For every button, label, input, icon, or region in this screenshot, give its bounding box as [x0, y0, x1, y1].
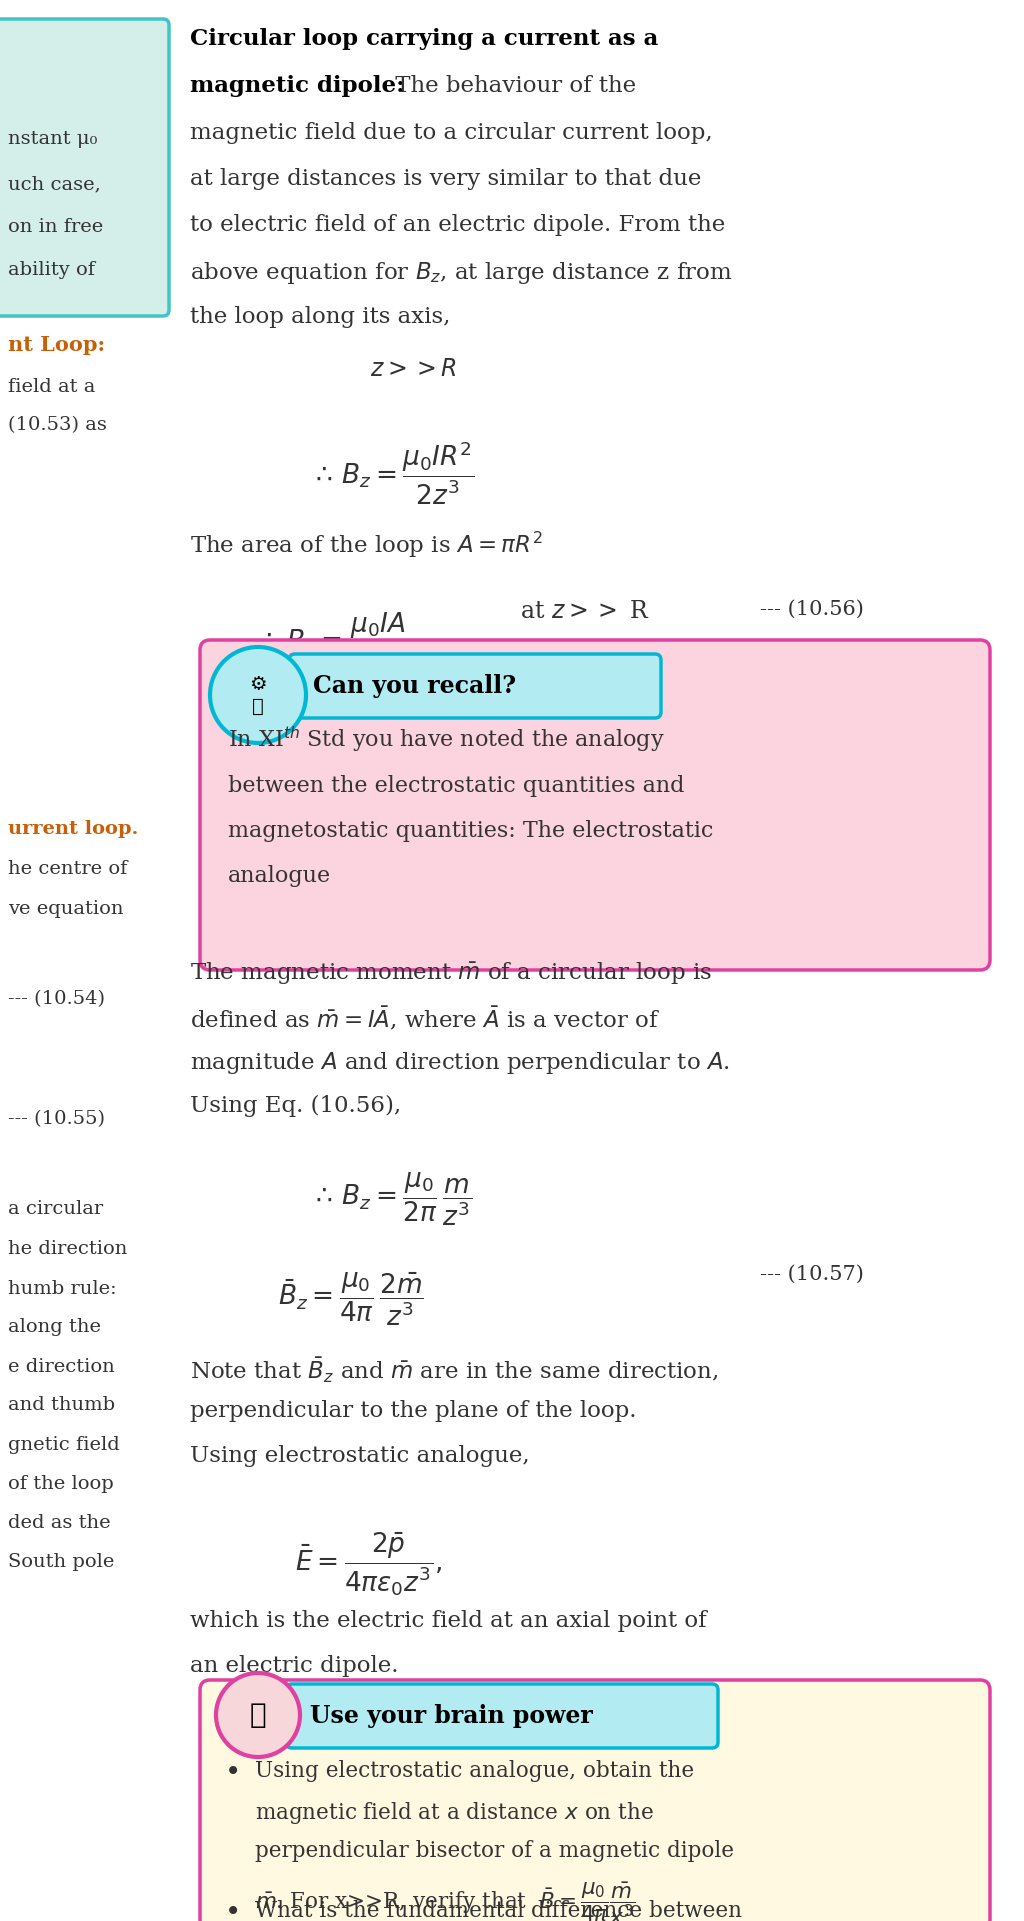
Text: The magnetic moment $\bar{m}$ of a circular loop is: The magnetic moment $\bar{m}$ of a circu… [190, 960, 712, 987]
Text: Note that $\bar{B}_z$ and $\bar{m}$ are in the same direction,: Note that $\bar{B}_z$ and $\bar{m}$ are … [190, 1354, 719, 1385]
Text: uch case,: uch case, [8, 175, 100, 192]
Text: In XI$^{th}$ Std you have noted the analogy: In XI$^{th}$ Std you have noted the anal… [228, 724, 665, 755]
Text: between the electrostatic quantities and: between the electrostatic quantities and [228, 774, 684, 797]
Text: humb rule:: humb rule: [8, 1279, 117, 1299]
Text: $\bar{m}$. For x>>R, verify that  $\bar{B} = \dfrac{\mu_0}{4\pi}\dfrac{\bar{m}}{: $\bar{m}$. For x>>R, verify that $\bar{B… [255, 1881, 636, 1921]
Text: $\therefore\, B_z = \dfrac{\mu_0}{2\pi}\, \dfrac{m}{z^3}$: $\therefore\, B_z = \dfrac{\mu_0}{2\pi}\… [310, 1170, 472, 1228]
Text: perpendicular bisector of a magnetic dipole: perpendicular bisector of a magnetic dip… [255, 1840, 734, 1861]
Text: at large distances is very similar to that due: at large distances is very similar to th… [190, 167, 701, 190]
Text: The area of the loop is $A = \pi R^2$: The area of the loop is $A = \pi R^2$ [190, 530, 543, 561]
Text: Use your brain power: Use your brain power [310, 1704, 593, 1729]
Text: on in free: on in free [8, 217, 103, 236]
Text: urrent loop.: urrent loop. [8, 820, 138, 838]
Text: gnetic field: gnetic field [8, 1437, 120, 1454]
Text: e direction: e direction [8, 1358, 115, 1375]
Text: nt Loop:: nt Loop: [8, 334, 105, 355]
FancyBboxPatch shape [200, 1681, 990, 1921]
Text: South pole: South pole [8, 1552, 115, 1571]
Text: at $z>> $ R: at $z>> $ R [520, 599, 649, 622]
Text: --- (10.54): --- (10.54) [8, 989, 105, 1009]
Text: ded as the: ded as the [8, 1514, 111, 1533]
Text: to electric field of an electric dipole. From the: to electric field of an electric dipole.… [190, 213, 725, 236]
Text: $\therefore\, B_z = \dfrac{\mu_0 IR^2}{2z^3}$: $\therefore\, B_z = \dfrac{\mu_0 IR^2}{2… [310, 440, 474, 507]
Text: defined as $\bar{m} = I\bar{A}$, where $\bar{A}$ is a vector of: defined as $\bar{m} = I\bar{A}$, where $… [190, 1005, 659, 1033]
Circle shape [210, 647, 306, 743]
Text: What is the fundamental difference between: What is the fundamental difference betwe… [255, 1900, 742, 1921]
Text: The behaviour of the: The behaviour of the [388, 75, 636, 96]
Text: Using electrostatic analogue,: Using electrostatic analogue, [190, 1445, 529, 1468]
Text: magnitude $A$ and direction perpendicular to $A$.: magnitude $A$ and direction perpendicula… [190, 1051, 730, 1076]
Text: magnetic field at a distance $x$ on the: magnetic field at a distance $x$ on the [255, 1800, 653, 1827]
Text: field at a: field at a [8, 378, 95, 396]
FancyBboxPatch shape [286, 1685, 718, 1748]
Text: Circular loop carrying a current as a: Circular loop carrying a current as a [190, 29, 658, 50]
Text: $\bar{B}_z = \dfrac{\mu_0}{4\pi}\, \dfrac{2\bar{m}}{z^3}$: $\bar{B}_z = \dfrac{\mu_0}{4\pi}\, \dfra… [278, 1270, 424, 1327]
Text: $\bar{E} = \dfrac{2\bar{p}}{4\pi\varepsilon_0 z^3},$: $\bar{E} = \dfrac{2\bar{p}}{4\pi\varepsi… [295, 1529, 442, 1598]
Text: --- (10.57): --- (10.57) [760, 1266, 864, 1283]
Text: magnetic dipole:: magnetic dipole: [190, 75, 404, 96]
Text: analogue: analogue [228, 864, 331, 888]
Text: an electric dipole.: an electric dipole. [190, 1656, 398, 1677]
Text: $\therefore\, B_z = \dfrac{\mu_0 IA}{2\pi z^3}$: $\therefore\, B_z = \dfrac{\mu_0 IA}{2\p… [255, 611, 410, 672]
Text: a circular: a circular [8, 1201, 103, 1218]
Text: •: • [225, 1760, 242, 1787]
Text: above equation for $B_z$, at large distance z from: above equation for $B_z$, at large dista… [190, 259, 732, 286]
Text: he centre of: he centre of [8, 861, 127, 878]
FancyBboxPatch shape [0, 19, 169, 315]
Text: --- (10.55): --- (10.55) [8, 1110, 105, 1128]
Text: perpendicular to the plane of the loop.: perpendicular to the plane of the loop. [190, 1400, 637, 1422]
Text: and thumb: and thumb [8, 1397, 115, 1414]
Text: nstant μ₀: nstant μ₀ [8, 131, 97, 148]
Text: the loop along its axis,: the loop along its axis, [190, 305, 451, 328]
Text: •: • [225, 1900, 242, 1921]
Text: Can you recall?: Can you recall? [313, 674, 516, 697]
FancyBboxPatch shape [289, 653, 662, 718]
Text: which is the electric field at an axial point of: which is the electric field at an axial … [190, 1610, 707, 1633]
Circle shape [216, 1673, 300, 1758]
Text: (10.53) as: (10.53) as [8, 417, 106, 434]
Text: Using Eq. (10.56),: Using Eq. (10.56), [190, 1095, 401, 1118]
FancyBboxPatch shape [200, 640, 990, 970]
Text: he direction: he direction [8, 1239, 127, 1258]
Text: Using electrostatic analogue, obtain the: Using electrostatic analogue, obtain the [255, 1760, 694, 1783]
Text: magnetostatic quantities: The electrostatic: magnetostatic quantities: The electrosta… [228, 820, 714, 841]
Text: $z>>R$: $z>>R$ [370, 357, 457, 380]
Text: ⚙
🧠: ⚙ 🧠 [249, 674, 266, 715]
Text: 🧠: 🧠 [250, 1700, 266, 1729]
Text: ve equation: ve equation [8, 901, 124, 918]
Text: --- (10.56): --- (10.56) [760, 599, 864, 619]
Text: along the: along the [8, 1318, 101, 1335]
Text: of the loop: of the loop [8, 1475, 114, 1493]
Text: magnetic field due to a circular current loop,: magnetic field due to a circular current… [190, 123, 713, 144]
Text: ability of: ability of [8, 261, 95, 279]
